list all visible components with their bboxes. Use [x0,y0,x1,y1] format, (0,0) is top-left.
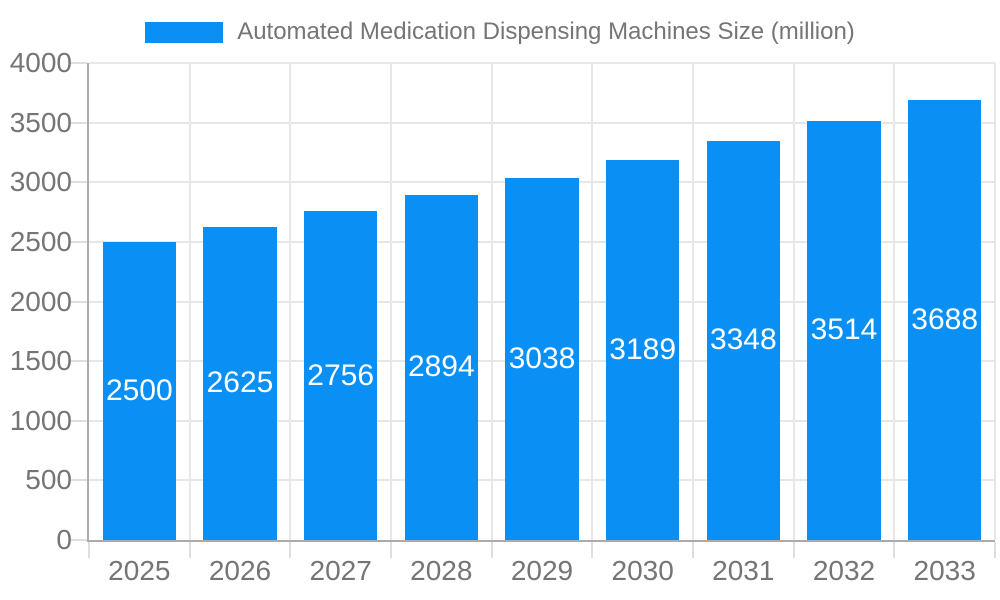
bar-value-label: 2894 [407,350,475,384]
tick-mark [71,240,87,243]
bar[interactable]: 3688 [907,100,982,540]
bar[interactable]: 3514 [807,120,881,540]
legend: Automated Medication Dispensing Machines… [0,17,1000,47]
tick-mark [88,542,90,558]
tick-mark [71,539,87,541]
x-axis-labels: 2025 2026 2027 2028 2029 2030 2031 2032 2033 [89,554,995,590]
x-axis-tick-label: 2033 [913,555,976,586]
bar[interactable]: 3038 [505,177,579,540]
tick-mark [71,360,87,363]
plot-area: 2500 2625 2756 2894 3038 3189 3348 3514 3688 [71,62,996,558]
tick-mark [71,419,87,422]
bar-value-label: 2500 [105,373,173,407]
tick-mark [289,542,292,558]
bar[interactable]: 2756 [303,211,378,540]
tick-mark [71,62,87,64]
tick-mark [792,542,795,558]
tick-mark [188,542,191,558]
bar[interactable]: 2625 [203,226,277,540]
gridline [289,63,292,540]
y-axis-tick-label: 2000 [9,285,72,317]
y-axis-tick-label: 500 [25,464,72,496]
bar[interactable]: 3189 [605,159,680,540]
y-axis-tick-label: 2500 [9,225,72,257]
x-axis-tick-label: 2031 [712,555,775,586]
bar-value-label: 3688 [911,303,979,337]
gridline [490,63,493,540]
tick-mark [71,300,87,303]
bar-value-label: 2625 [206,366,274,400]
gridline [188,63,191,540]
gridline [89,62,995,64]
y-axis-tick-label: 4000 [9,47,72,78]
gridline [389,63,392,540]
x-axis-tick-label: 2026 [208,555,272,586]
x-axis-tick-label: 2025 [108,555,171,586]
tick-mark [490,542,493,558]
tick-mark [591,542,594,558]
x-axis-tick-label: 2030 [611,555,674,586]
gridline [691,63,694,540]
tick-mark [994,542,996,558]
x-axis-tick-label: 2028 [410,555,473,586]
y-axis-tick-label: 0 [56,524,72,555]
bar[interactable]: 3348 [706,140,781,540]
tick-mark [389,542,392,558]
gridline [591,63,594,540]
bar[interactable]: 2500 [102,241,177,540]
bar-value-label: 3514 [810,313,878,347]
legend-item[interactable]: Automated Medication Dispensing Machines… [145,18,855,46]
bar[interactable]: 2894 [404,194,479,540]
x-axis-tick-label: 2032 [812,555,876,586]
legend-label: Automated Medication Dispensing Machines… [237,18,855,45]
tick-mark [71,121,87,124]
tick-mark [691,542,694,558]
gridline [89,121,995,124]
tick-mark [71,479,87,482]
y-axis-tick-label: 3500 [9,106,72,138]
y-axis-tick-label: 3000 [9,166,72,198]
bar-value-label: 3348 [709,323,777,357]
gridline [792,63,795,540]
legend-swatch [145,21,224,43]
tick-mark [71,181,87,184]
tick-mark [893,542,896,558]
x-axis-tick-label: 2029 [510,555,574,586]
bar-value-label: 2756 [307,358,375,392]
gridline [994,63,996,540]
y-axis-tick-label: 1000 [9,404,72,436]
gridline [893,63,896,540]
bar-value-label: 3038 [508,341,576,375]
bar-value-label: 3189 [609,332,677,366]
y-axis-labels: 0 500 1000 1500 2000 2500 3000 3500 4000 [0,49,72,554]
y-axis-tick-label: 1500 [9,345,72,377]
x-axis-tick-label: 2027 [309,555,372,586]
